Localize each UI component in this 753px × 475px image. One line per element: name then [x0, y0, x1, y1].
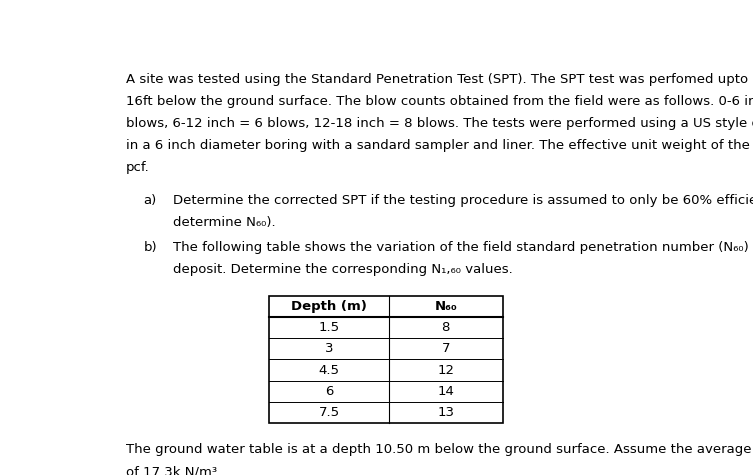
- Text: 12: 12: [437, 363, 454, 377]
- Text: 7: 7: [441, 342, 450, 355]
- Text: determine N₆₀).: determine N₆₀).: [173, 216, 276, 229]
- Text: Depth (m): Depth (m): [291, 300, 367, 313]
- Text: 7.5: 7.5: [319, 406, 340, 419]
- Text: pcf.: pcf.: [127, 161, 150, 174]
- Text: b): b): [144, 241, 157, 254]
- Text: in a 6 inch diameter boring with a sandard sampler and liner. The effective unit: in a 6 inch diameter boring with a sanda…: [127, 139, 753, 152]
- Text: 4.5: 4.5: [319, 363, 340, 377]
- Text: deposit. Determine the corresponding N₁,₆₀ values.: deposit. Determine the corresponding N₁,…: [173, 263, 513, 276]
- Text: blows, 6-12 inch = 6 blows, 12-18 inch = 8 blows. The tests were performed using: blows, 6-12 inch = 6 blows, 12-18 inch =…: [127, 117, 753, 130]
- Text: The ground water table is at a depth 10.50 m below the ground surface. Assume th: The ground water table is at a depth 10.…: [127, 443, 753, 456]
- Text: 14: 14: [437, 385, 454, 398]
- Text: 3: 3: [325, 342, 334, 355]
- Text: 1.5: 1.5: [319, 321, 340, 334]
- Text: 16ft below the ground surface. The blow counts obtained from the field were as f: 16ft below the ground surface. The blow …: [127, 95, 753, 108]
- Text: 13: 13: [437, 406, 454, 419]
- Text: N₆₀: N₆₀: [434, 300, 457, 313]
- Text: of 17.3k N/m³.: of 17.3k N/m³.: [127, 465, 221, 475]
- Text: The following table shows the variation of the field standard penetration number: The following table shows the variation …: [173, 241, 753, 254]
- Bar: [270, 296, 503, 423]
- Text: 6: 6: [325, 385, 333, 398]
- Text: a): a): [144, 194, 157, 207]
- Text: Determine the corrected SPT if the testing procedure is assumed to only be 60% e: Determine the corrected SPT if the testi…: [173, 194, 753, 207]
- Text: 8: 8: [441, 321, 450, 334]
- Text: A site was tested using the Standard Penetration Test (SPT). The SPT test was pe: A site was tested using the Standard Pen…: [127, 74, 753, 86]
